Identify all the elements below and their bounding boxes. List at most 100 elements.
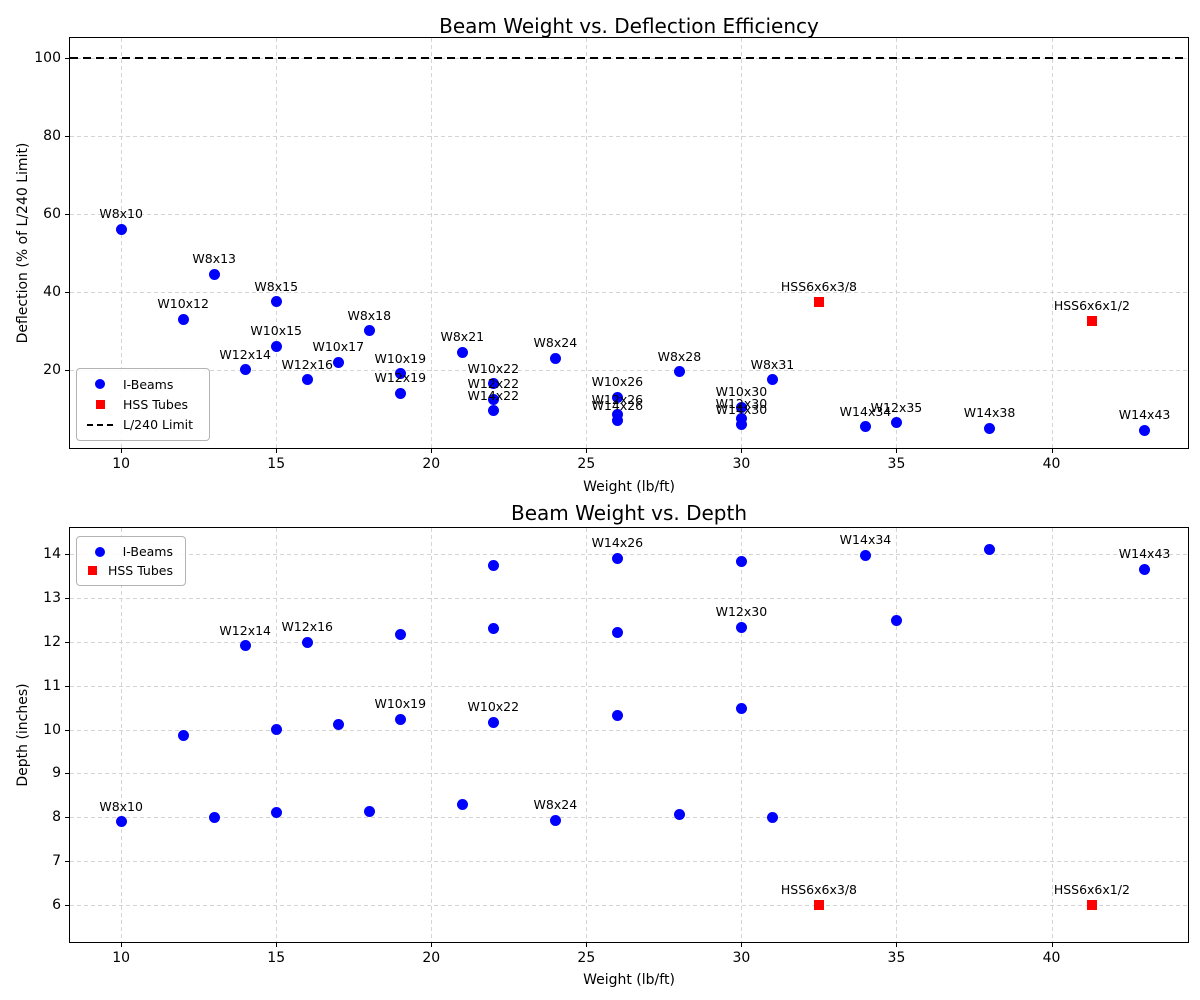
y-tick-label: 100 xyxy=(34,49,61,66)
x-tick-label: 40 xyxy=(1042,950,1061,966)
point-label-W8x21: W8x21 xyxy=(440,329,485,345)
point-label-W8x15: W8x15 xyxy=(254,278,299,294)
y-tick-mark xyxy=(65,817,69,819)
point-label-W12x22: W12x22 xyxy=(467,376,520,392)
y-tick-mark xyxy=(65,904,69,906)
x-tick-label: 30 xyxy=(732,950,751,966)
x-tick-mark xyxy=(276,943,278,947)
hss-marker-icon xyxy=(95,399,105,409)
point-label-W10x12: W10x12 xyxy=(157,296,209,312)
point-label-W12x14: W12x14 xyxy=(219,346,272,362)
legend-entry-L-240-Limit: L/240 Limit xyxy=(86,415,197,435)
dashed-line-icon xyxy=(87,423,113,426)
gridline-y-40 xyxy=(70,291,1188,293)
y-tick-label: 11 xyxy=(43,677,61,694)
legend-entry-HSS-Tubes: HSS Tubes xyxy=(86,394,197,414)
depth-x-axis-label: Weight (lb/ft) xyxy=(583,972,675,988)
y-tick-label: 40 xyxy=(43,283,61,300)
gridline-y-8 xyxy=(70,817,1188,819)
deflection-x-axis-label: Weight (lb/ft) xyxy=(583,479,675,495)
data-point-W14x34 xyxy=(859,549,871,561)
data-point-W14x26 xyxy=(611,415,623,427)
point-label-W8x31: W8x31 xyxy=(750,356,795,372)
hss-marker-icon xyxy=(87,566,97,575)
gridline-x-15 xyxy=(276,38,278,448)
gridline-x-40 xyxy=(1051,38,1053,448)
point-label-W10x15: W10x15 xyxy=(250,323,303,339)
ibeam-marker-icon xyxy=(95,379,105,390)
data-point-HSS6x6x3-8 xyxy=(813,899,824,910)
point-label-HSS6x6x3-8: HSS6x6x3/8 xyxy=(780,881,857,897)
point-label-W10x22: W10x22 xyxy=(467,699,520,715)
x-tick-label: 40 xyxy=(1042,456,1061,472)
point-label-W8x13: W8x13 xyxy=(192,251,237,267)
circle-legend-icon xyxy=(86,546,114,557)
gridline-x-30 xyxy=(741,38,743,448)
point-label-W10x22: W10x22 xyxy=(467,360,520,376)
gridline-x-20 xyxy=(431,38,433,448)
point-label-W12x16: W12x16 xyxy=(281,356,334,372)
gridline-y-13 xyxy=(70,598,1188,600)
y-tick-label: 60 xyxy=(43,205,61,222)
data-point-W12x30 xyxy=(735,413,747,425)
y-tick-mark xyxy=(65,369,69,371)
data-point-W14x30 xyxy=(735,419,747,431)
point-label-W14x34: W14x34 xyxy=(839,403,892,419)
x-tick-label: 20 xyxy=(422,456,441,472)
data-point-W14x30 xyxy=(735,555,747,567)
data-point-W8x28 xyxy=(673,809,685,820)
legend-entry-I-Beams: I-Beams xyxy=(86,374,197,394)
dashed-line-legend-icon xyxy=(86,423,114,426)
data-point-W10x12 xyxy=(177,313,189,325)
gridline-x-40 xyxy=(1051,528,1053,942)
x-tick-label: 10 xyxy=(112,456,131,472)
depth-chart-title: Beam Weight vs. Depth xyxy=(510,501,748,525)
data-point-W14x43 xyxy=(1139,424,1151,436)
gridline-y-10 xyxy=(70,729,1188,731)
y-tick-mark xyxy=(65,135,69,137)
y-tick-label: 13 xyxy=(43,590,61,607)
data-point-W12x14 xyxy=(239,640,251,652)
data-point-W12x16 xyxy=(301,374,313,386)
data-point-W12x30 xyxy=(735,621,747,633)
x-tick-label: 25 xyxy=(577,456,596,472)
plot-border xyxy=(69,527,1189,943)
data-point-W10x15 xyxy=(270,724,282,736)
gridline-y-60 xyxy=(70,213,1188,215)
point-label-W14x43: W14x43 xyxy=(1118,546,1171,562)
gridline-x-25 xyxy=(586,38,588,448)
y-tick-mark xyxy=(65,860,69,862)
y-tick-mark xyxy=(65,57,69,59)
deflection-chart-title: Beam Weight vs. Deflection Efficiency xyxy=(439,14,819,38)
point-label-W8x24: W8x24 xyxy=(533,335,578,351)
y-tick-label: 10 xyxy=(43,721,61,738)
point-label-W14x43: W14x43 xyxy=(1118,407,1171,423)
y-tick-label: 80 xyxy=(43,127,61,144)
ibeam-marker-icon xyxy=(94,546,105,557)
x-tick-mark xyxy=(586,943,588,947)
y-tick-mark xyxy=(65,685,69,687)
data-point-W8x15 xyxy=(270,806,282,818)
x-tick-mark xyxy=(276,449,278,453)
point-label-W14x34: W14x34 xyxy=(839,532,892,548)
point-label-W14x26: W14x26 xyxy=(591,535,644,551)
x-tick-mark xyxy=(741,449,743,453)
data-point-W8x15 xyxy=(270,296,282,308)
legend: I-Beams HSS Tubes L/240 Limit xyxy=(76,368,210,441)
data-point-W12x35 xyxy=(890,417,902,429)
point-label-HSS6x6x3-8: HSS6x6x3/8 xyxy=(780,278,857,294)
circle-legend-icon xyxy=(86,379,114,390)
data-point-W10x22 xyxy=(487,716,499,728)
x-tick-mark xyxy=(1051,449,1053,453)
legend-label: I-Beams xyxy=(122,544,173,559)
y-tick-mark xyxy=(65,554,69,556)
x-tick-label: 25 xyxy=(577,950,596,966)
gridline-y-12 xyxy=(70,641,1188,643)
square-legend-icon xyxy=(86,566,99,575)
data-point-W12x22 xyxy=(487,393,499,405)
data-point-W10x19 xyxy=(394,368,406,380)
point-label-W12x30: W12x30 xyxy=(715,395,768,411)
plot-border xyxy=(69,37,1189,449)
x-tick-label: 30 xyxy=(732,456,751,472)
point-label-W12x35: W12x35 xyxy=(870,399,923,415)
